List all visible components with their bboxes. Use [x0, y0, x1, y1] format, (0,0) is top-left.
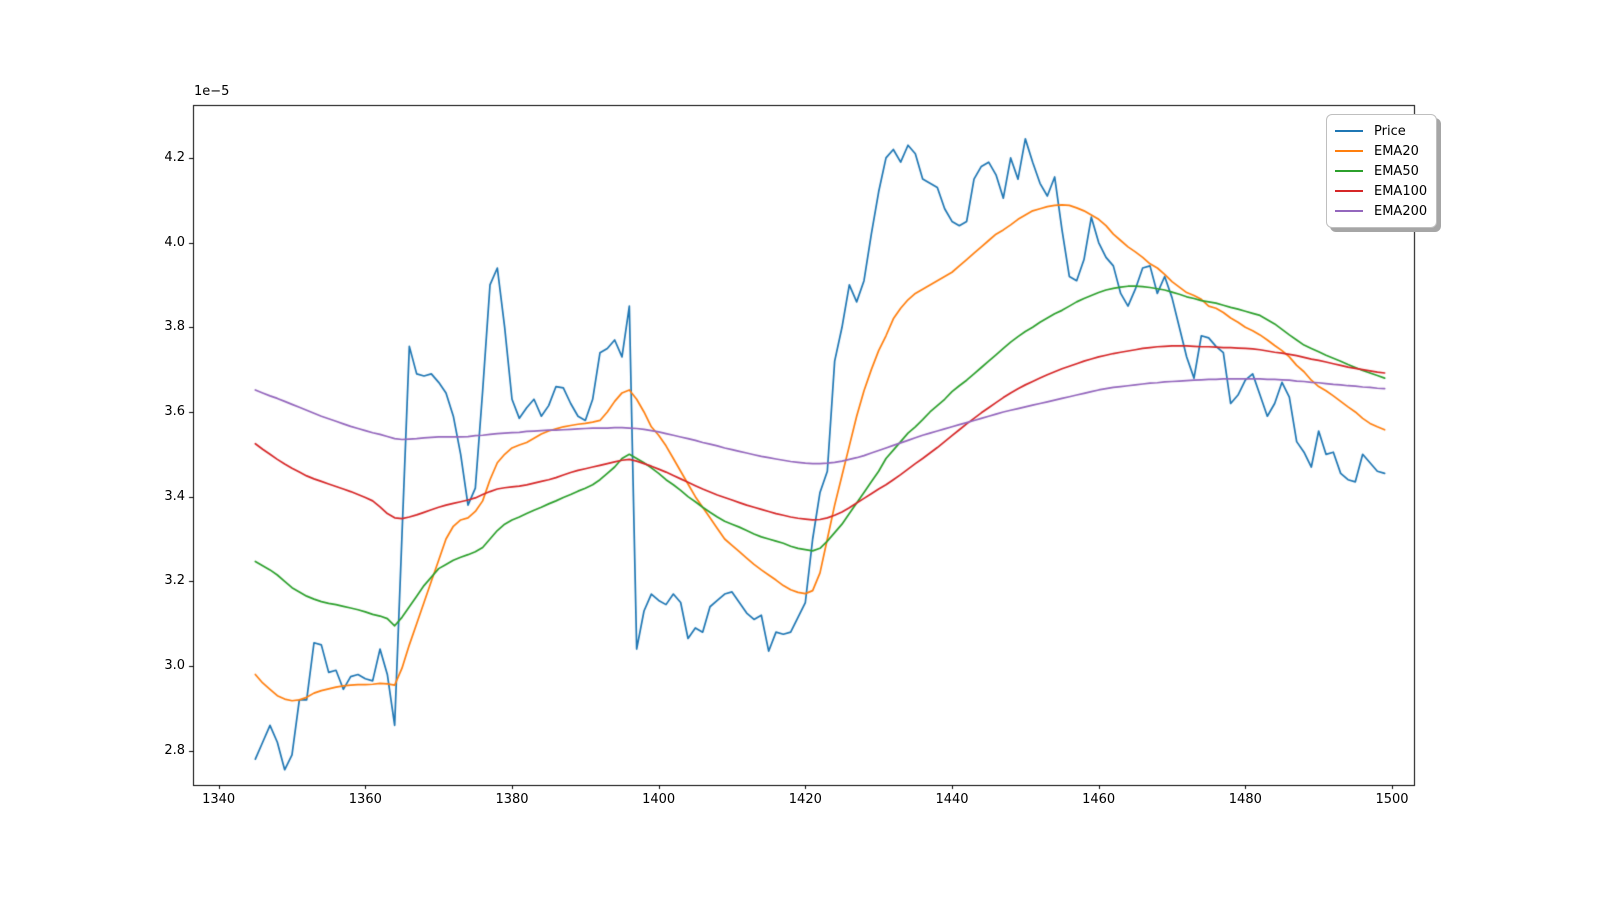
legend-label: Price — [1374, 123, 1406, 139]
legend-item-price: Price — [1335, 121, 1427, 141]
legend-label: EMA100 — [1374, 183, 1428, 199]
legend-item-ema20: EMA20 — [1335, 141, 1427, 161]
legend-item-ema200: EMA200 — [1335, 201, 1427, 221]
legend: Price EMA20 EMA50 EMA100 EMA200 — [1326, 114, 1438, 228]
legend-line-swatch-icon — [1335, 170, 1363, 172]
x-tick-label: 1380 — [495, 792, 529, 807]
y-tick-label: 3.4 — [164, 488, 185, 504]
legend-label: EMA20 — [1374, 143, 1419, 159]
legend-label: EMA200 — [1374, 203, 1428, 219]
legend-line-swatch-icon — [1335, 210, 1363, 212]
y-tick-label: 3.8 — [164, 319, 185, 335]
legend-label: EMA50 — [1374, 163, 1419, 179]
y-tick-label: 2.8 — [164, 742, 185, 758]
legend-line-swatch-icon — [1335, 150, 1363, 152]
legend-item-ema50: EMA50 — [1335, 161, 1427, 181]
y-tick-label: 3.0 — [164, 658, 185, 674]
y-axis-offset-text: 1e−5 — [194, 84, 230, 99]
y-tick-label: 4.2 — [164, 149, 185, 165]
x-tick-label: 1500 — [1375, 792, 1409, 807]
x-tick-label: 1420 — [788, 792, 822, 807]
legend-item-ema100: EMA100 — [1335, 181, 1427, 201]
x-tick-label: 1340 — [202, 792, 236, 807]
legend-line-swatch-icon — [1335, 190, 1363, 192]
y-tick-label: 3.6 — [164, 403, 185, 419]
legend-line-swatch-icon — [1335, 130, 1363, 132]
y-tick-label: 3.2 — [164, 573, 185, 589]
x-tick-label: 1360 — [348, 792, 382, 807]
x-tick-label: 1440 — [935, 792, 969, 807]
x-tick-label: 1400 — [642, 792, 676, 807]
x-tick-label: 1480 — [1228, 792, 1262, 807]
y-tick-label: 4.0 — [164, 234, 185, 250]
x-tick-label: 1460 — [1082, 792, 1116, 807]
